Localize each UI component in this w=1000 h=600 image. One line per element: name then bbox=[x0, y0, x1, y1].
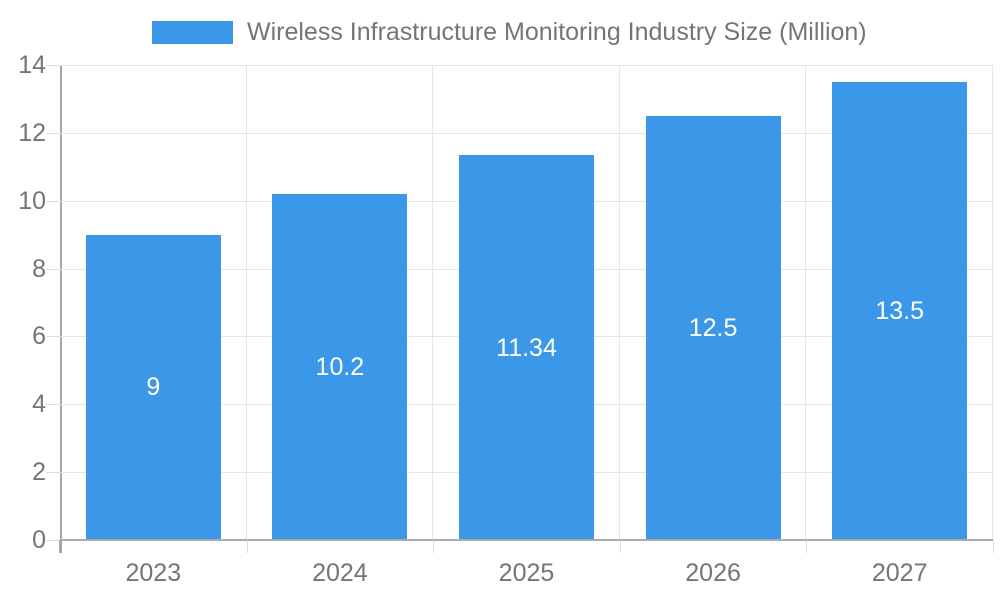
y-axis-tick bbox=[46, 132, 60, 134]
x-axis-tick bbox=[246, 540, 248, 553]
bar-value-label: 11.34 bbox=[496, 333, 557, 362]
y-axis-tick bbox=[46, 472, 60, 474]
y-axis-tick-label: 0 bbox=[32, 526, 46, 554]
bar[interactable]: 10.2 bbox=[272, 193, 408, 540]
x-axis-line bbox=[60, 539, 993, 541]
y-axis-tick bbox=[46, 200, 60, 202]
v-gridline bbox=[245, 65, 247, 540]
x-axis-tick-label: 2026 bbox=[685, 559, 741, 587]
y-axis-tick-label: 2 bbox=[32, 458, 46, 487]
bar-value-label: 9 bbox=[146, 373, 161, 402]
legend: Wireless Infrastructure Monitoring Indus… bbox=[152, 18, 867, 46]
x-axis-tick-label: 2027 bbox=[871, 559, 928, 587]
v-gridline bbox=[805, 65, 807, 540]
y-axis-tick-label: 14 bbox=[18, 51, 46, 79]
h-gridline bbox=[60, 65, 993, 66]
y-axis-tick bbox=[46, 540, 60, 541]
y-axis-tick-label: 8 bbox=[32, 254, 46, 283]
h-gridline bbox=[60, 132, 993, 134]
bar-value-label: 13.5 bbox=[875, 296, 925, 325]
x-axis-tick bbox=[59, 540, 61, 553]
x-axis-tick bbox=[806, 540, 808, 553]
v-gridline bbox=[618, 65, 620, 540]
y-axis-tick-label: 12 bbox=[18, 118, 46, 147]
y-axis-tick bbox=[46, 65, 60, 66]
x-axis-tick bbox=[433, 540, 435, 553]
y-axis-tick-label: 10 bbox=[18, 186, 46, 215]
bar[interactable]: 11.34 bbox=[459, 155, 594, 540]
y-axis-tick bbox=[46, 336, 60, 338]
bar[interactable]: 13.5 bbox=[832, 81, 968, 540]
x-axis-tick bbox=[993, 540, 994, 553]
y-axis-line bbox=[60, 65, 62, 553]
y-axis-tick bbox=[46, 404, 60, 406]
plot-area: 9 10.2 11.34 12.5 13.5 bbox=[60, 65, 993, 540]
x-axis-tick bbox=[619, 540, 621, 553]
v-gridline bbox=[992, 65, 993, 540]
x-axis-tick-label: 2023 bbox=[125, 559, 182, 587]
x-axis-tick-label: 2025 bbox=[498, 559, 555, 587]
v-gridline bbox=[432, 65, 434, 540]
x-axis-tick-label: 2024 bbox=[312, 559, 368, 587]
bar-value-label: 12.5 bbox=[688, 313, 738, 342]
y-axis-tick-label: 4 bbox=[32, 390, 46, 419]
legend-label: Wireless Infrastructure Monitoring Indus… bbox=[247, 18, 867, 46]
bar[interactable]: 9 bbox=[85, 234, 221, 540]
y-axis-tick-label: 6 bbox=[32, 322, 46, 351]
legend-swatch bbox=[152, 21, 233, 44]
bar-value-label: 10.2 bbox=[315, 352, 365, 381]
y-axis-tick bbox=[46, 268, 60, 270]
bar[interactable]: 12.5 bbox=[645, 115, 781, 540]
